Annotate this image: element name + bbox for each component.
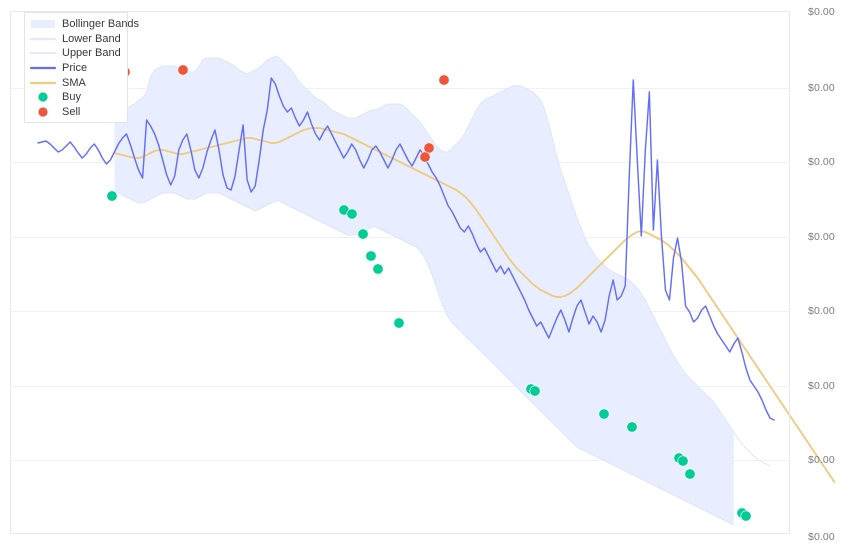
sell-marker[interactable] bbox=[438, 74, 450, 86]
legend-item-buy[interactable]: Buy bbox=[30, 90, 122, 105]
buy-marker[interactable] bbox=[677, 455, 689, 467]
y-axis-tick-label: $0.00 bbox=[808, 454, 835, 466]
buy-marker[interactable] bbox=[346, 208, 358, 220]
legend-item-sell[interactable]: Sell bbox=[30, 105, 122, 120]
legend-item-sma[interactable]: SMA bbox=[30, 75, 122, 90]
buy-marker[interactable] bbox=[626, 421, 638, 433]
y-axis-tick-label: $0.00 bbox=[808, 305, 835, 317]
y-axis-tick-label: $0.00 bbox=[808, 6, 835, 18]
sell-marker[interactable] bbox=[177, 64, 189, 76]
buy-marker[interactable] bbox=[740, 510, 752, 522]
legend-item-price[interactable]: Price bbox=[30, 61, 122, 76]
buy-marker[interactable] bbox=[365, 250, 377, 262]
price-line bbox=[37, 77, 775, 421]
sell-marker[interactable] bbox=[423, 142, 435, 154]
sma-line bbox=[113, 127, 836, 483]
legend-item-label: Bollinger Bands bbox=[62, 18, 140, 31]
buy-marker[interactable] bbox=[598, 408, 610, 420]
buy-markers[interactable] bbox=[106, 190, 752, 522]
sell-marker[interactable] bbox=[419, 151, 431, 163]
line-swatch-icon bbox=[30, 76, 56, 90]
y-axis-tick-label: $0.00 bbox=[808, 380, 835, 392]
buy-marker[interactable] bbox=[357, 228, 369, 240]
upper-band-line bbox=[114, 55, 771, 467]
legend-item-label: Price bbox=[62, 62, 88, 75]
buy-marker[interactable] bbox=[393, 317, 405, 329]
y-axis-tick-label: $0.00 bbox=[808, 156, 835, 168]
band-swatch-icon bbox=[30, 17, 56, 31]
band-fill-polygon bbox=[114, 56, 734, 525]
dot-swatch-icon bbox=[30, 105, 56, 119]
dot-swatch-icon bbox=[30, 90, 56, 104]
line-swatch-icon bbox=[30, 32, 56, 46]
legend-item-label: Lower Band bbox=[62, 32, 121, 45]
legend-item-label: Sell bbox=[62, 105, 81, 118]
legend-item-label: Upper Band bbox=[62, 47, 121, 60]
legend-item-label: Buy bbox=[62, 91, 81, 104]
buy-marker[interactable] bbox=[372, 263, 384, 275]
line-swatch-icon bbox=[30, 46, 56, 60]
legend-item-bollinger-bands[interactable]: Bollinger Bands bbox=[30, 17, 139, 32]
bollinger-band-edges bbox=[114, 55, 771, 526]
legend-item-upper-band[interactable]: Upper Band bbox=[30, 46, 122, 61]
y-axis-tick-label: $0.00 bbox=[808, 82, 835, 94]
chart-legend[interactable]: Bollinger Bands Lower Band Upper Band Price… bbox=[24, 12, 139, 123]
y-axis-tick-label: $0.00 bbox=[808, 231, 835, 243]
bollinger-band-fill bbox=[114, 56, 734, 525]
lower-band-line bbox=[114, 190, 735, 526]
plot-area-border bbox=[10, 11, 790, 534]
buy-marker[interactable] bbox=[684, 468, 696, 480]
buy-marker[interactable] bbox=[106, 190, 118, 202]
y-axis-tick-label: $0.00 bbox=[808, 531, 835, 543]
legend-item-label: SMA bbox=[62, 76, 86, 89]
line-swatch-icon bbox=[30, 61, 56, 75]
buy-marker[interactable] bbox=[529, 385, 541, 397]
legend-item-lower-band[interactable]: Lower Band bbox=[30, 32, 122, 47]
